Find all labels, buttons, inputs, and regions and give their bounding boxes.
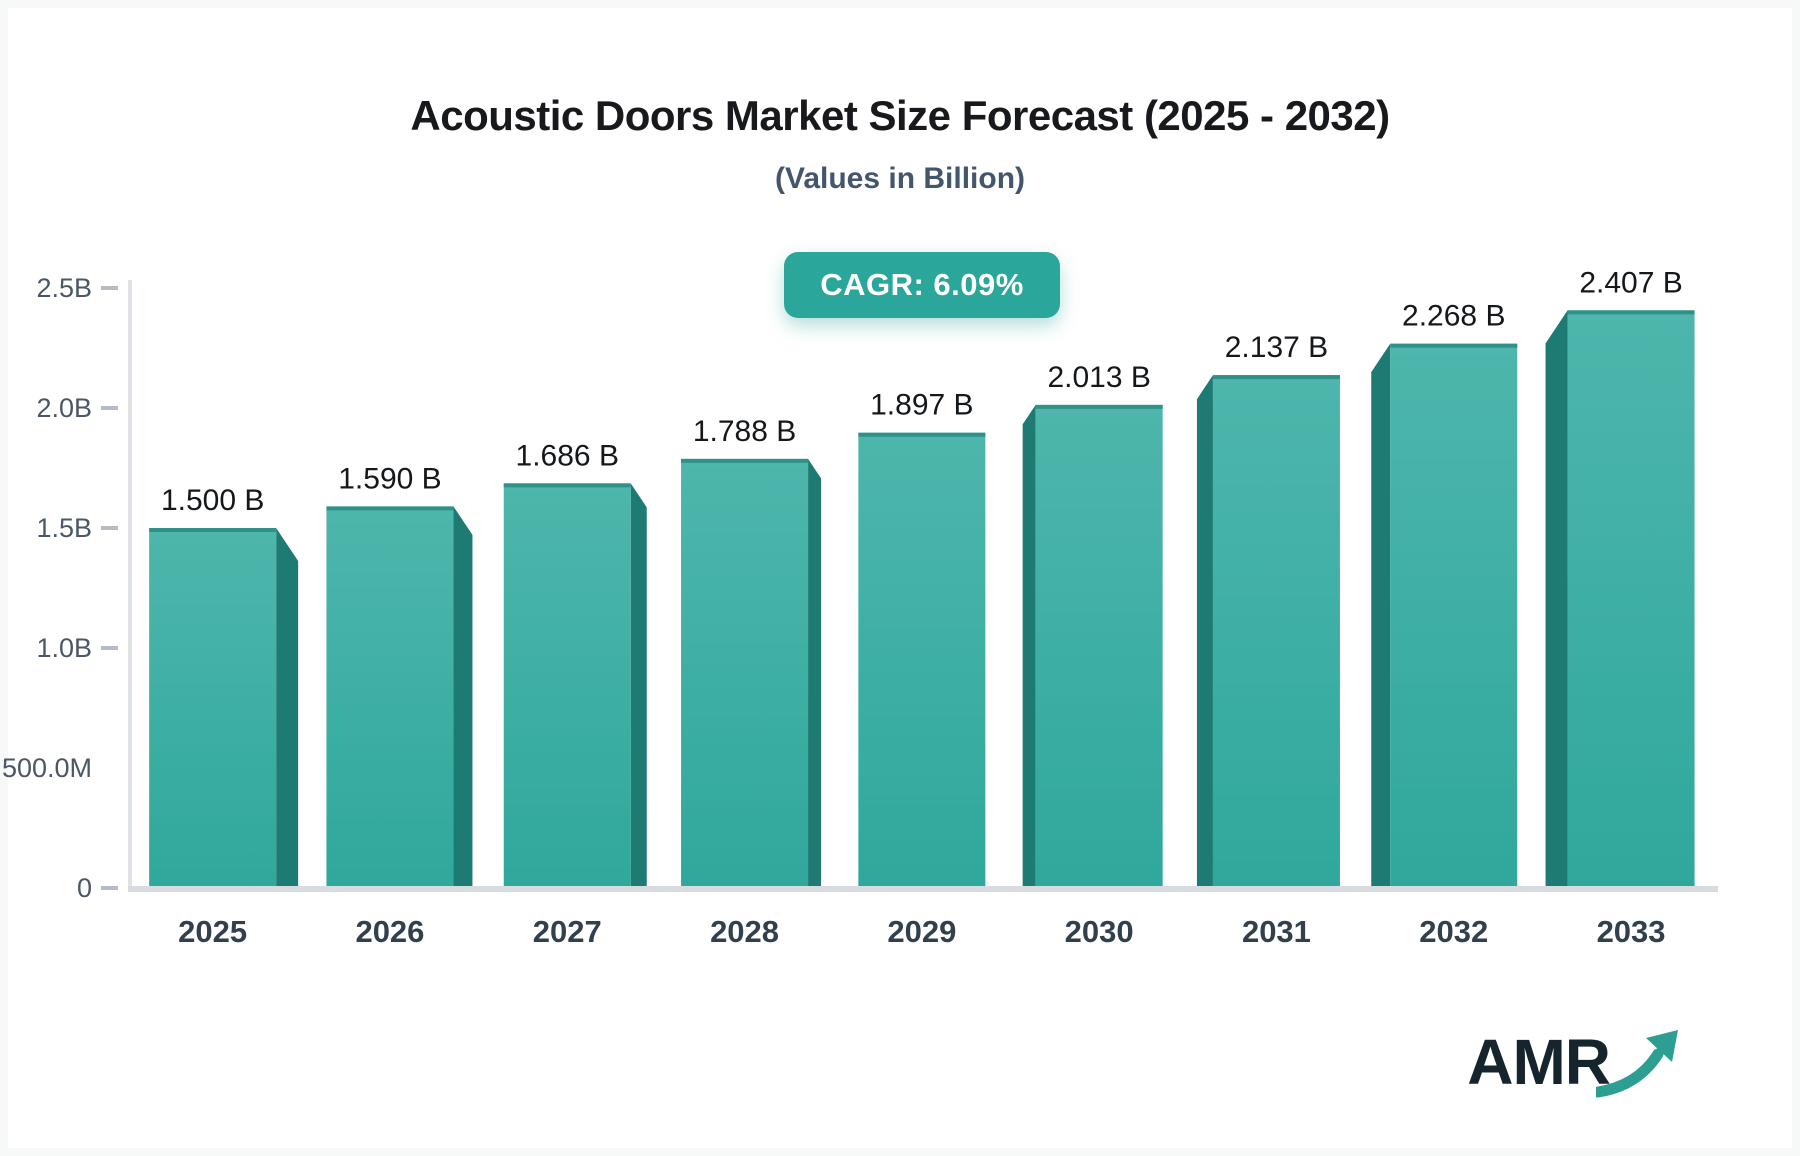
bar-value-label: 2.013 B <box>1047 361 1150 394</box>
bar-value-label: 1.686 B <box>516 439 619 472</box>
bar-top-edge <box>326 506 454 511</box>
y-axis-tick <box>101 886 118 890</box>
bar-side-face <box>1196 375 1213 888</box>
chart-subtitle: (Values in Billion) <box>774 162 1026 195</box>
bar-2029: 1.897 B 2029 <box>858 389 986 949</box>
bar-2025: 1.500 B 2025 <box>149 484 299 949</box>
y-axis-label: 1.0B <box>36 633 92 663</box>
x-axis-label: 2026 <box>355 914 424 949</box>
bar-value-label: 1.500 B <box>161 484 264 517</box>
bar-top-edge <box>1567 310 1695 315</box>
amr-logo: AMR <box>1467 1030 1682 1100</box>
bar-top-edge <box>858 432 986 437</box>
x-axis-label: 2029 <box>887 914 956 949</box>
bar-value-label: 2.137 B <box>1225 331 1328 364</box>
chart-header: Acoustic Doors Market Size Forecast (202… <box>0 92 1800 196</box>
bar-2032: 2.268 B 2032 <box>1371 300 1518 949</box>
y-axis-tick <box>101 406 118 410</box>
chart-title: Acoustic Doors Market Size Forecast (202… <box>410 92 1390 139</box>
bar-side-face <box>630 483 647 888</box>
bar-top-edge <box>681 458 809 463</box>
bar-2026: 1.590 B 2026 <box>326 462 473 949</box>
y-axis-tick <box>101 646 118 650</box>
bar-front-face <box>1567 310 1695 888</box>
bar-top-edge <box>503 483 631 488</box>
bar-value-label: 1.590 B <box>338 462 441 495</box>
y-axis-label: 500.0M <box>2 753 92 783</box>
x-axis-label: 2025 <box>178 914 247 949</box>
bar-side-face <box>1371 343 1391 888</box>
bar-side-face <box>453 506 473 888</box>
x-axis-line <box>128 886 1718 892</box>
x-axis-label: 2033 <box>1597 914 1666 949</box>
y-axis-tick <box>101 526 118 530</box>
x-axis-label: 2031 <box>1242 914 1311 949</box>
bar-front-face <box>503 483 631 888</box>
bar-front-face <box>149 528 277 888</box>
bar-front-face <box>326 506 454 888</box>
bar-side-face <box>1022 404 1036 888</box>
bar-value-label: 1.788 B <box>693 415 796 448</box>
x-axis-label: 2030 <box>1065 914 1134 949</box>
y-axis-label: 2.5B <box>36 273 92 303</box>
bar-value-label: 2.268 B <box>1402 300 1505 333</box>
bar-value-label: 2.407 B <box>1579 266 1682 299</box>
y-axis-label: 2.0B <box>36 393 92 423</box>
bar-front-face <box>1212 375 1340 888</box>
bar-2028: 1.788 B 2028 <box>681 415 822 949</box>
y-axis-label: 1.5B <box>36 513 92 543</box>
growth-arrow-icon <box>1596 1030 1678 1098</box>
y-axis-line <box>128 280 132 892</box>
bar-2027: 1.686 B 2027 <box>503 439 647 949</box>
bar-front-face <box>1035 404 1163 888</box>
bar-side-face <box>808 458 822 888</box>
bar-top-edge <box>149 528 277 532</box>
x-axis-label: 2032 <box>1419 914 1488 949</box>
bar-side-face <box>1545 310 1568 888</box>
bar-2031: 2.137 B 2031 <box>1196 331 1340 949</box>
bar-top-edge <box>1390 343 1518 348</box>
x-axis-label: 2027 <box>533 914 602 949</box>
badge-row: CAGR: 6.09% <box>0 252 1800 318</box>
y-axis-tick <box>101 286 118 290</box>
cagr-badge: CAGR: 6.09% <box>784 252 1060 318</box>
bar-2030: 2.013 B 2030 <box>1022 361 1163 949</box>
amr-logo-text: AMR <box>1467 1026 1611 1098</box>
x-axis-label: 2028 <box>710 914 779 949</box>
bar-value-label: 1.897 B <box>870 389 973 422</box>
bar-front-face <box>1390 343 1518 888</box>
y-axis-label: 0 <box>77 873 92 903</box>
bar-side-face <box>276 528 299 888</box>
bar-top-edge <box>1035 404 1163 409</box>
bar-2033: 2.407 B 2033 <box>1545 266 1695 949</box>
bar-front-face <box>681 458 809 888</box>
bar-front-face <box>858 432 986 888</box>
bar-top-edge <box>1212 375 1340 380</box>
